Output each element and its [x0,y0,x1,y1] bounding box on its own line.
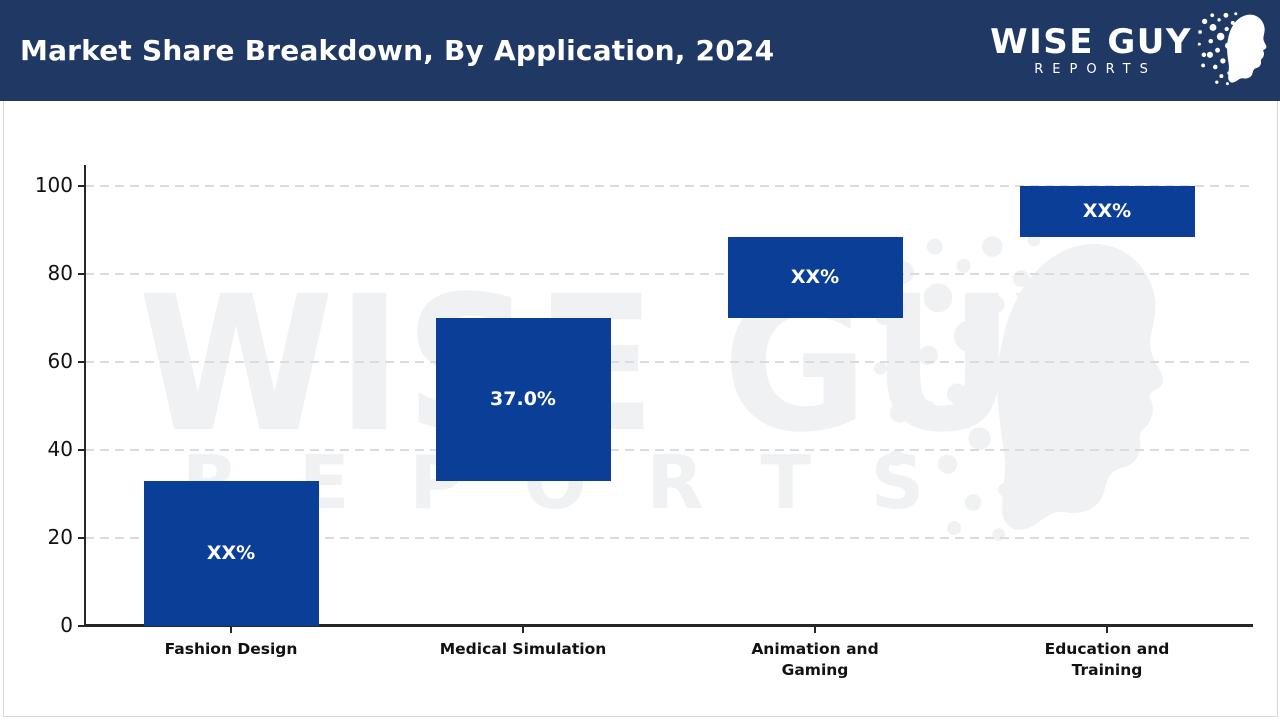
gridline [85,273,1253,275]
y-axis-tick [78,537,85,539]
bar-segment: XX% [727,236,903,318]
x-axis-tick [814,627,816,633]
x-axis-tick [230,627,232,633]
y-axis-tick [78,185,85,187]
gridline [85,537,1253,539]
y-axis-tick [78,361,85,363]
gridline [85,449,1253,451]
x-category-label: Animation and Gaming [751,640,879,679]
x-category-label: Fashion Design [164,640,298,658]
y-tick-label: 20 [47,525,73,549]
y-tick-label: 80 [47,261,73,285]
x-axis-tick [1106,627,1108,633]
chart-title: Market Share Breakdown, By Application, … [20,34,775,67]
y-axis-line [84,165,86,627]
y-tick-label: 40 [47,437,73,461]
logo-subtitle: REPORTS [1034,61,1157,77]
wise-guy-logo: WISE GUY REPORTS [990,9,1270,93]
y-tick-label: 100 [34,173,73,197]
bar-segment: XX% [1019,186,1195,237]
gridline [85,185,1253,187]
y-axis-tick [78,625,85,627]
logo-wordmark: WISE GUY [990,21,1192,62]
watermark-wordmark: WISE GUY [138,255,1148,474]
x-axis-tick [522,627,524,633]
y-tick-label: 0 [60,613,73,637]
watermark: WISE GUY REPORTS [0,101,1280,720]
logo-text: WISE GUY REPORTS [990,25,1192,77]
x-category-label: Education and Training [1044,640,1170,679]
y-axis-tick [78,449,85,451]
bar-value-label: 37.0% [490,388,556,411]
bar-value-label: XX% [790,266,840,289]
bar-value-label: XX% [1082,200,1132,223]
y-tick-label: 60 [47,349,73,373]
x-axis-line [85,624,1253,627]
bar-segment: XX% [143,480,319,626]
bar-segment: 37.0% [435,318,611,481]
gridline [85,361,1253,363]
bar-value-label: XX% [206,542,256,565]
y-axis-tick [78,273,85,275]
x-category-label: Medical Simulation [439,640,607,658]
header: Market Share Breakdown, By Application, … [0,0,1280,101]
